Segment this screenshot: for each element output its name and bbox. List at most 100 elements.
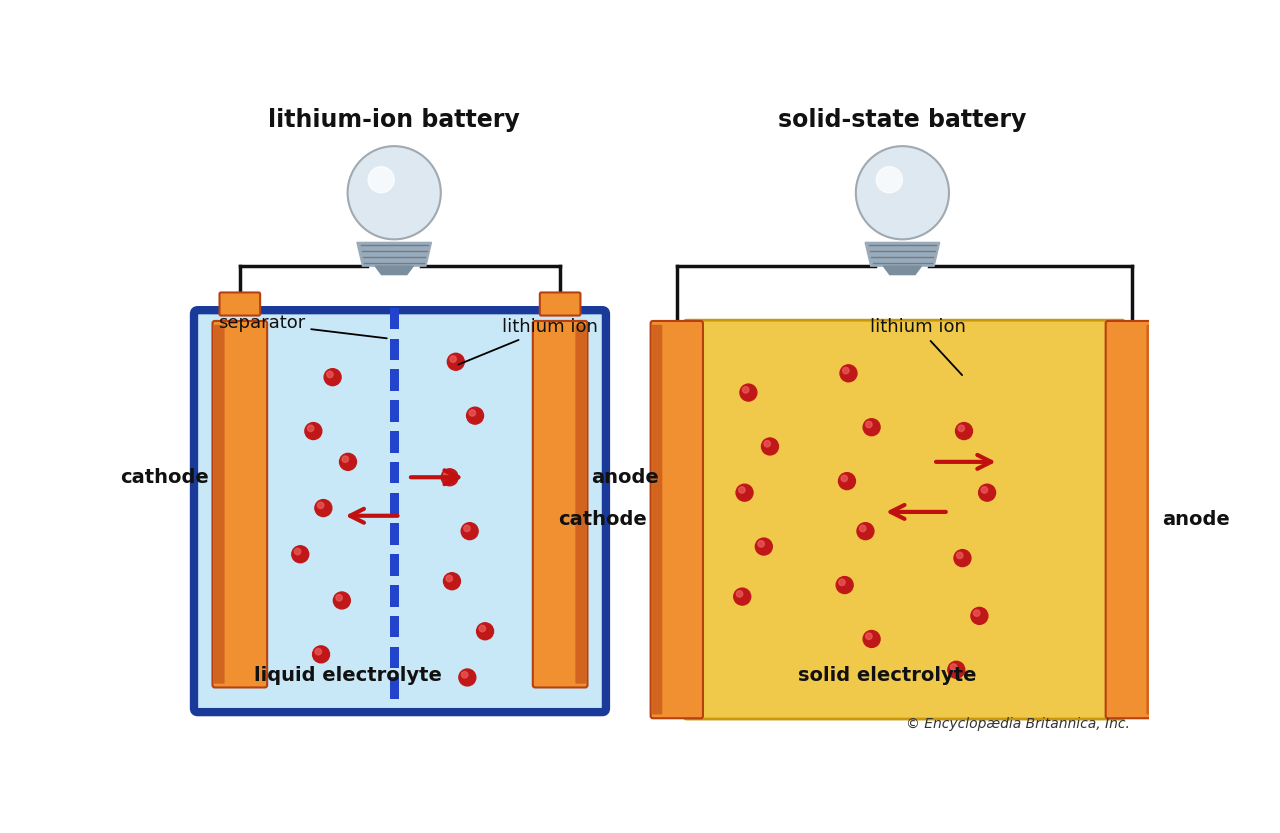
Bar — [389, 677, 399, 699]
Circle shape — [369, 167, 394, 192]
Text: lithium ion: lithium ion — [458, 318, 598, 365]
Circle shape — [443, 573, 461, 590]
Circle shape — [859, 526, 867, 531]
FancyBboxPatch shape — [212, 321, 268, 687]
Circle shape — [762, 438, 778, 455]
FancyBboxPatch shape — [1106, 321, 1158, 718]
Circle shape — [838, 472, 855, 490]
Circle shape — [865, 633, 872, 640]
Circle shape — [315, 648, 321, 655]
Bar — [389, 308, 399, 329]
Circle shape — [470, 410, 476, 416]
Bar — [389, 646, 399, 668]
Circle shape — [292, 546, 308, 563]
Circle shape — [979, 484, 996, 501]
FancyBboxPatch shape — [576, 325, 586, 684]
Circle shape — [842, 367, 849, 374]
Text: liquid electrolyte: liquid electrolyte — [253, 666, 442, 686]
Circle shape — [877, 167, 902, 192]
Circle shape — [863, 419, 881, 436]
FancyBboxPatch shape — [195, 310, 605, 712]
Circle shape — [326, 372, 333, 377]
Text: separator: separator — [219, 314, 387, 338]
Bar — [389, 492, 399, 514]
Circle shape — [307, 425, 314, 431]
Circle shape — [305, 422, 321, 440]
Circle shape — [479, 626, 485, 631]
Circle shape — [758, 541, 764, 547]
Bar — [389, 523, 399, 545]
Circle shape — [947, 661, 965, 678]
Circle shape — [974, 610, 980, 616]
Circle shape — [739, 486, 745, 493]
Text: cathode: cathode — [120, 468, 209, 486]
Polygon shape — [375, 266, 413, 275]
Circle shape — [755, 538, 772, 555]
Text: solid electrolyte: solid electrolyte — [797, 666, 977, 686]
Bar — [389, 554, 399, 576]
Circle shape — [342, 456, 348, 462]
Text: lithium ion: lithium ion — [870, 318, 965, 375]
Circle shape — [856, 146, 948, 239]
Circle shape — [460, 669, 476, 686]
Circle shape — [982, 486, 988, 493]
Polygon shape — [865, 242, 940, 266]
Circle shape — [838, 579, 845, 586]
Circle shape — [841, 475, 847, 481]
Circle shape — [476, 623, 494, 640]
Circle shape — [740, 384, 756, 401]
Circle shape — [463, 526, 470, 531]
Text: anode: anode — [1162, 510, 1230, 529]
Circle shape — [836, 576, 854, 594]
Circle shape — [972, 607, 988, 624]
Bar — [389, 339, 399, 360]
Circle shape — [442, 469, 458, 486]
FancyBboxPatch shape — [650, 321, 703, 718]
Bar — [389, 431, 399, 452]
Circle shape — [736, 591, 742, 597]
FancyBboxPatch shape — [214, 325, 224, 684]
Circle shape — [444, 471, 451, 478]
FancyBboxPatch shape — [1147, 325, 1157, 715]
Circle shape — [467, 407, 484, 424]
FancyBboxPatch shape — [219, 292, 260, 316]
FancyBboxPatch shape — [532, 321, 588, 687]
Circle shape — [333, 592, 351, 609]
Text: solid-state battery: solid-state battery — [778, 107, 1027, 132]
Text: cathode: cathode — [558, 510, 646, 529]
Circle shape — [339, 453, 356, 471]
Circle shape — [950, 664, 957, 671]
Circle shape — [956, 552, 963, 559]
Circle shape — [736, 484, 753, 501]
Text: © Encyclopædia Britannica, Inc.: © Encyclopædia Britannica, Inc. — [906, 716, 1129, 731]
Circle shape — [461, 522, 479, 540]
Circle shape — [335, 595, 342, 601]
Text: anode: anode — [591, 468, 659, 486]
Circle shape — [954, 550, 972, 566]
Bar — [389, 616, 399, 637]
Circle shape — [315, 500, 332, 516]
Circle shape — [348, 146, 440, 239]
Circle shape — [957, 425, 965, 431]
Circle shape — [742, 387, 749, 393]
Circle shape — [324, 369, 340, 386]
Polygon shape — [357, 242, 431, 266]
Bar — [389, 461, 399, 483]
Bar — [389, 585, 399, 606]
Circle shape — [445, 576, 452, 581]
Circle shape — [858, 522, 874, 540]
Circle shape — [317, 502, 324, 509]
Circle shape — [312, 646, 329, 663]
Circle shape — [461, 671, 468, 678]
Circle shape — [863, 631, 881, 647]
Circle shape — [447, 353, 465, 370]
FancyBboxPatch shape — [652, 325, 662, 715]
Polygon shape — [883, 266, 922, 275]
Circle shape — [865, 421, 872, 427]
Circle shape — [764, 441, 771, 447]
Bar — [389, 370, 399, 391]
Circle shape — [840, 365, 858, 382]
FancyBboxPatch shape — [540, 292, 580, 316]
FancyBboxPatch shape — [684, 320, 1125, 719]
Circle shape — [733, 588, 750, 605]
